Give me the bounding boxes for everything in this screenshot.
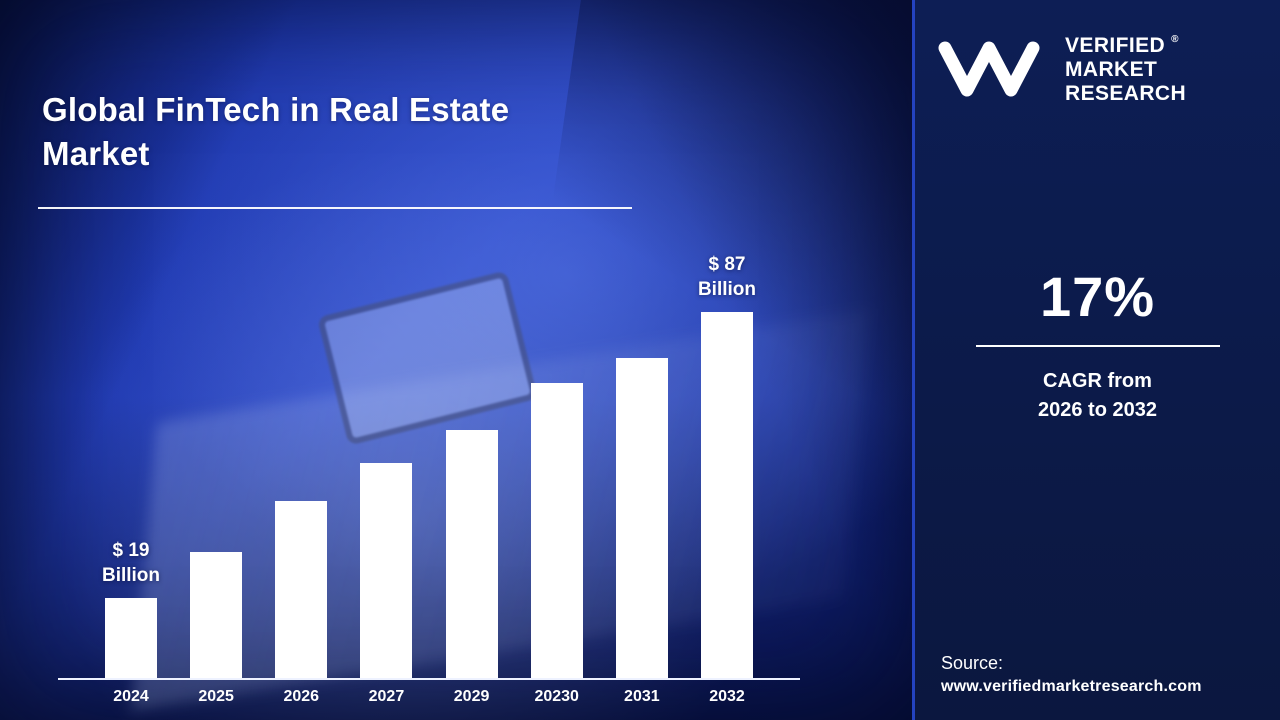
bar-column: $ 87 Billion xyxy=(698,252,756,678)
cagr-caption: CAGR from 2026 to 2032 xyxy=(937,367,1258,425)
source-block: Source: www.verifiedmarketresearch.com xyxy=(941,653,1272,696)
cagr-underline xyxy=(975,344,1220,347)
x-axis-label: 2032 xyxy=(709,688,745,705)
page-title: Global FinTech in Real Estate Market xyxy=(42,91,510,172)
bar xyxy=(530,383,583,678)
bar-value-label: $ 87 Billion xyxy=(697,253,757,301)
side-panel: VERIFIED ® MARKET RESEARCH 17% CAGR from … xyxy=(912,0,1280,720)
source-url-link[interactable]: www.verifiedmarketresearch.com xyxy=(941,678,1202,695)
bar-column xyxy=(530,383,583,678)
bars-container: $ 19 Billion $ 87 Billion xyxy=(102,252,756,678)
brand-block: VERIFIED ® MARKET RESEARCH xyxy=(937,34,1258,106)
brand-line-2: MARKET xyxy=(1065,57,1158,81)
bar-column xyxy=(275,501,328,678)
cagr-caption-line-2: 2026 to 2032 xyxy=(1038,398,1157,421)
chart-section: Global FinTech in Real Estate Market $ 1… xyxy=(0,0,912,720)
cagr-caption-line-1: CAGR from xyxy=(1043,369,1152,392)
cagr-stat: 17% CAGR from 2026 to 2032 xyxy=(937,264,1258,425)
bar-column xyxy=(360,463,413,678)
registered-mark: ® xyxy=(1171,34,1179,45)
x-axis-label: 2024 xyxy=(113,688,149,705)
cagr-value: 17% xyxy=(1039,264,1156,328)
chart-plot-area: $ 19 Billion $ 87 Billion xyxy=(58,252,800,680)
bar-chart: $ 19 Billion $ 87 Billion 2024 2025 2026 202… xyxy=(58,252,800,706)
brand-line-3: RESEARCH xyxy=(1065,81,1187,105)
x-axis-label: 2031 xyxy=(624,688,660,705)
bar xyxy=(445,430,498,678)
bar xyxy=(190,552,243,678)
bar xyxy=(360,463,413,678)
x-axis-label: 2029 xyxy=(453,688,490,705)
bar-column xyxy=(445,430,498,678)
bar xyxy=(275,501,328,678)
x-axis-label: 2027 xyxy=(368,688,405,705)
bar-column xyxy=(615,358,668,678)
bar-column: $ 19 Billion xyxy=(102,538,160,678)
x-axis-label: 2026 xyxy=(283,688,320,705)
source-label: Source: xyxy=(941,653,1004,673)
bar xyxy=(615,358,668,678)
x-axis-labels: 2024 2025 2026 2027 2029 20230 2031 2032 xyxy=(105,688,753,706)
vmr-logo-icon xyxy=(938,41,1040,97)
title-underline xyxy=(38,207,632,209)
bar-value-label: $ 19 Billion xyxy=(101,539,161,587)
x-axis-label: 2025 xyxy=(198,688,234,705)
x-axis-label: 20230 xyxy=(534,688,579,705)
bar xyxy=(105,598,157,678)
brand-line-1: VERIFIED xyxy=(1065,34,1166,57)
brand-name: VERIFIED ® MARKET RESEARCH xyxy=(1065,34,1186,106)
bar xyxy=(700,312,753,678)
bar-column xyxy=(190,552,243,678)
